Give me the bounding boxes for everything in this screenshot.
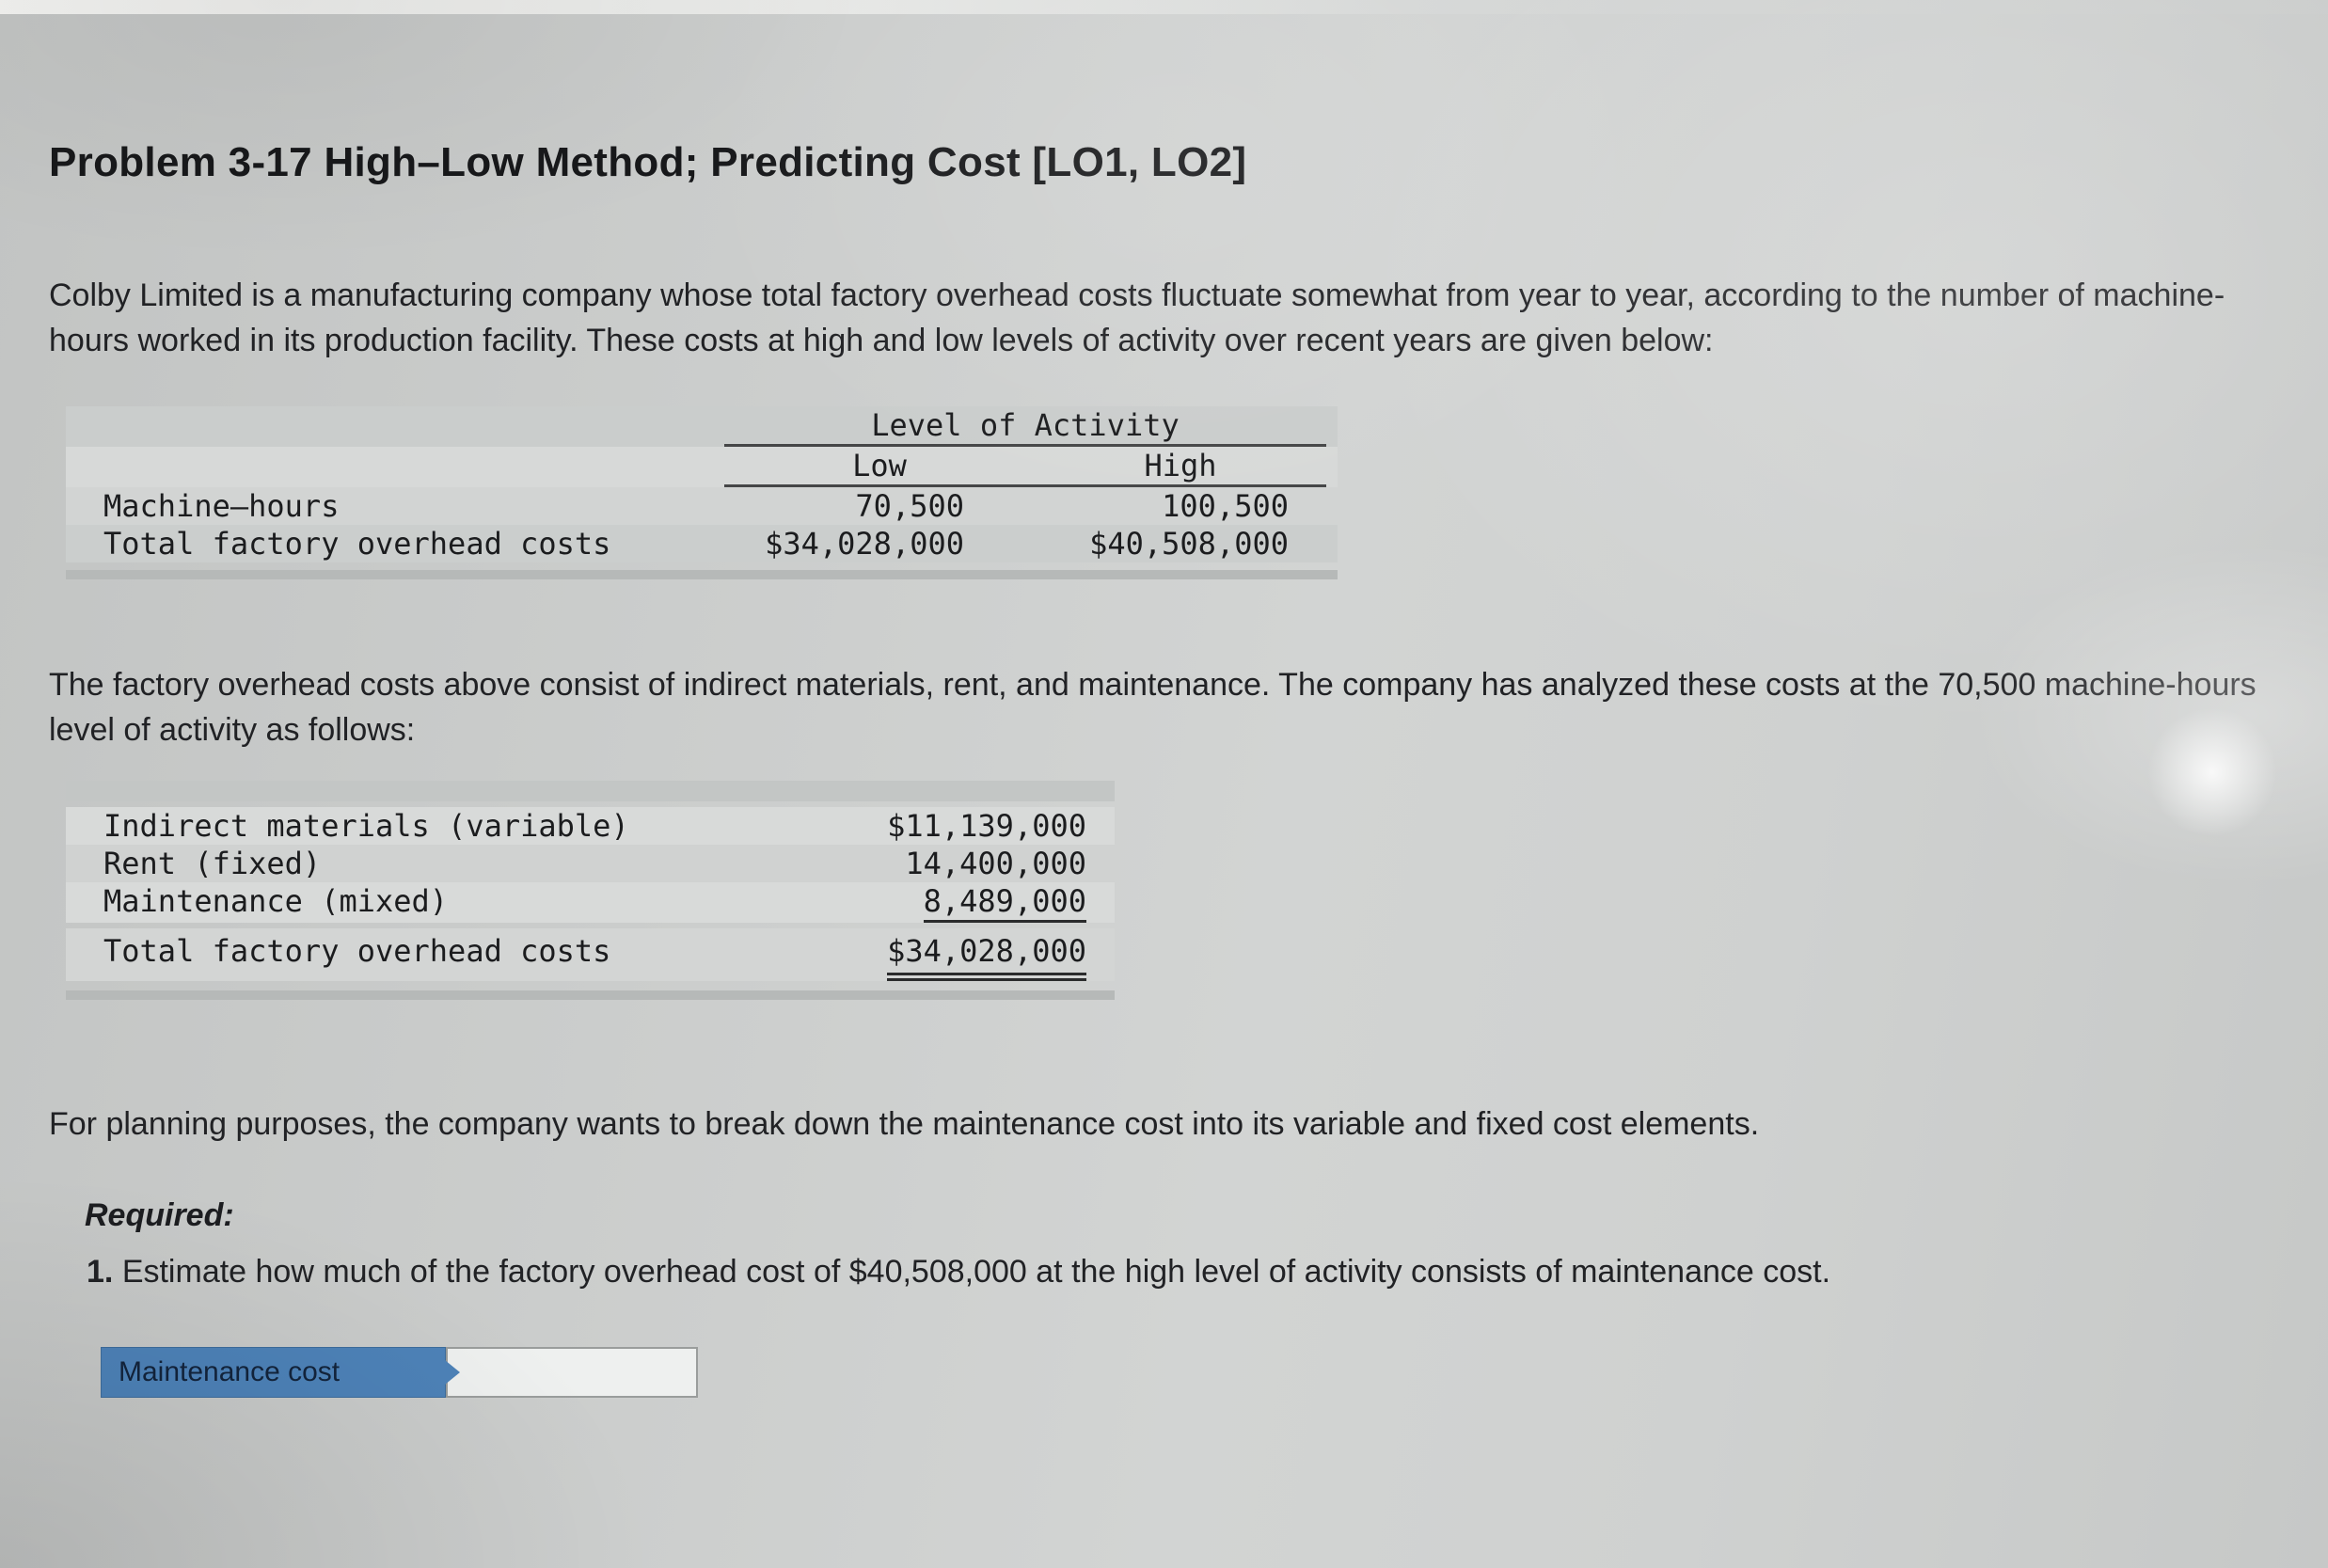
table-row: Indirect materials (variable) $11,139,00… bbox=[66, 807, 1115, 845]
column-header-high: High bbox=[1144, 448, 1217, 483]
table-row: Machine–hours 70,500 100,500 bbox=[66, 487, 1338, 525]
required-label: Required: bbox=[85, 1197, 234, 1233]
total-costs-value: $34,028,000 bbox=[705, 932, 1096, 981]
maintenance-value-underlined: 8,489,000 bbox=[923, 882, 1086, 923]
total-costs-double-underline: $34,028,000 bbox=[887, 932, 1086, 981]
spacer-cell bbox=[1096, 932, 1115, 981]
maintenance-cost-label: Maintenance cost bbox=[101, 1347, 446, 1398]
spacer-cell bbox=[1096, 882, 1115, 923]
activity-table-title: Level of Activity bbox=[724, 406, 1326, 447]
requirement-text: Estimate how much of the factory overhea… bbox=[121, 1254, 1831, 1290]
row-label-indirect-materials: Indirect materials (variable) bbox=[103, 808, 629, 844]
column-header-low: Low bbox=[852, 448, 907, 483]
row-label-total-costs: Total factory overhead costs bbox=[103, 933, 611, 969]
row-label-machine-hours: Machine–hours bbox=[103, 488, 340, 524]
activity-table: Level of Activity Low High Machine–hours… bbox=[66, 406, 1338, 579]
row-label-maintenance: Maintenance (mixed) bbox=[103, 883, 449, 919]
spacer-cell bbox=[1096, 845, 1115, 882]
answer-row: Maintenance cost bbox=[101, 1347, 698, 1398]
table-row: Maintenance (mixed) 8,489,000 bbox=[66, 882, 1115, 923]
table-bottom-rule bbox=[66, 570, 1338, 579]
table-row: Level of Activity bbox=[66, 406, 1338, 447]
row-label-rent: Rent (fixed) bbox=[103, 846, 322, 881]
machine-hours-high-value: 100,500 bbox=[1162, 488, 1289, 524]
table-row: Total factory overhead costs $34,028,000… bbox=[66, 525, 1338, 562]
cost-analysis-table: Indirect materials (variable) $11,139,00… bbox=[66, 781, 1115, 1000]
maintenance-value: 8,489,000 bbox=[705, 882, 1096, 923]
table-row: Total factory overhead costs $34,028,000 bbox=[66, 928, 1115, 981]
spacer-cell bbox=[1096, 807, 1115, 845]
content-area: Problem 3-17 High–Low Method; Predicting… bbox=[49, 0, 2288, 1398]
page-title: Problem 3-17 High–Low Method; Predicting… bbox=[49, 139, 1247, 185]
total-overhead-high-value: $40,508,000 bbox=[1089, 526, 1289, 562]
indirect-materials-value: $11,139,000 bbox=[887, 808, 1086, 844]
planning-paragraph: For planning purposes, the company wants… bbox=[49, 1106, 1760, 1142]
requirement-number: 1. bbox=[87, 1254, 114, 1290]
table-row: Low High bbox=[66, 447, 1338, 487]
intro-paragraph: Colby Limited is a manufacturing company… bbox=[49, 277, 2225, 358]
table-row: Rent (fixed) 14,400,000 bbox=[66, 845, 1115, 882]
table-bottom-rule bbox=[66, 990, 1115, 1000]
row-label-total-overhead: Total factory overhead costs bbox=[103, 526, 611, 562]
input-pointer-icon bbox=[445, 1360, 460, 1385]
requirement-1: 1. Estimate how much of the factory over… bbox=[87, 1249, 2288, 1294]
analysis-paragraph: The factory overhead costs above consist… bbox=[49, 667, 2257, 748]
machine-hours-low-value: 70,500 bbox=[855, 488, 964, 524]
table-top-rule bbox=[66, 781, 1115, 801]
maintenance-cost-input[interactable] bbox=[446, 1347, 698, 1398]
screen-top-edge bbox=[0, 0, 2328, 14]
total-overhead-low-value: $34,028,000 bbox=[765, 526, 964, 562]
rent-value: 14,400,000 bbox=[905, 846, 1086, 881]
column-header-group: Low High bbox=[724, 447, 1326, 487]
